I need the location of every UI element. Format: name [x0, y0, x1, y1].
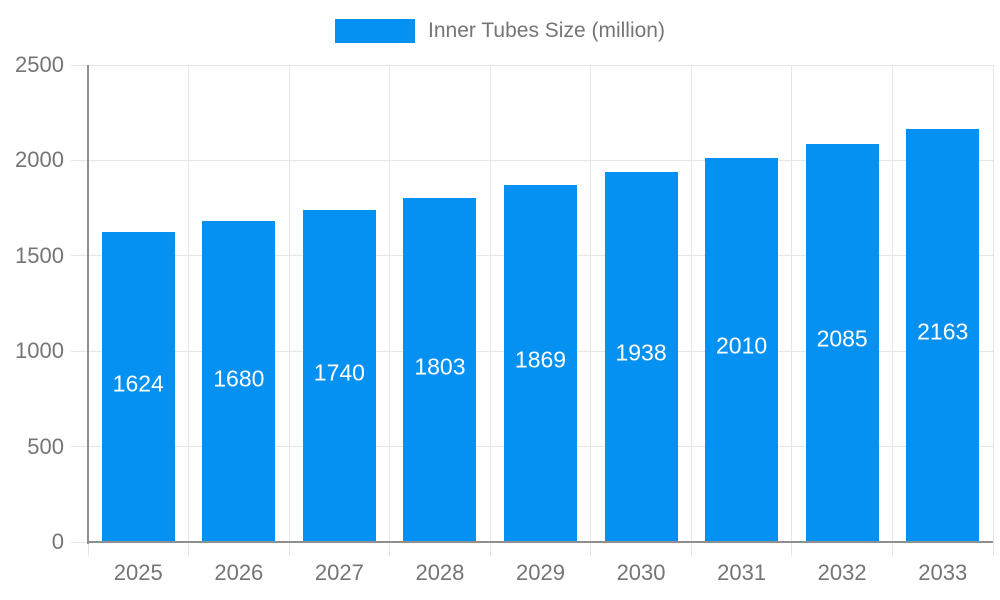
bar-value-label: 2163 [917, 318, 969, 344]
x-axis-tick [590, 542, 592, 556]
v-gridline [288, 65, 290, 542]
x-axis-tick [992, 542, 994, 556]
v-gridline [791, 65, 793, 542]
x-axis-tick [690, 542, 692, 556]
x-tick-label: 2033 [918, 560, 968, 585]
v-gridline [590, 65, 592, 542]
y-tick-label: 2000 [15, 147, 64, 173]
y-axis-tick [71, 446, 88, 448]
x-tick-label: 2031 [717, 560, 767, 585]
v-gridline [489, 65, 491, 542]
x-tick-label: 2030 [616, 560, 666, 585]
bar[interactable]: 2010 [705, 158, 779, 542]
bar[interactable]: 1869 [504, 185, 577, 542]
bar-value-label: 1624 [112, 370, 164, 397]
bar-value-label: 1740 [313, 359, 365, 386]
x-tick-label: 2027 [314, 560, 364, 585]
y-axis-tick [71, 541, 88, 543]
y-axis-line [87, 65, 89, 544]
x-tick-label: 2025 [113, 560, 163, 585]
bar-value-label: 1680 [213, 365, 265, 391]
bar-value-label: 2010 [716, 332, 768, 359]
v-gridline [891, 65, 893, 542]
h-gridline [88, 159, 993, 161]
h-gridline [88, 64, 993, 66]
v-gridline [188, 65, 190, 542]
bar-value-label: 1869 [514, 346, 567, 373]
x-axis-tick [288, 542, 290, 556]
bar[interactable]: 2163 [906, 129, 980, 542]
legend-swatch-icon [335, 19, 416, 43]
y-axis-tick [71, 159, 88, 161]
bar-value-label: 2085 [816, 325, 868, 352]
x-axis-tick [87, 542, 89, 556]
y-axis-tick [71, 350, 88, 352]
x-axis-tick [188, 542, 190, 556]
bar[interactable]: 1624 [101, 232, 175, 542]
x-tick-label: 2029 [516, 560, 565, 585]
v-gridline [690, 65, 692, 542]
bar[interactable]: 2085 [805, 144, 879, 542]
y-tick-label: 500 [27, 433, 64, 459]
y-tick-label: 1500 [15, 242, 64, 268]
legend[interactable]: Inner Tubes Size (million) [0, 16, 1000, 46]
bar[interactable]: 1740 [302, 210, 376, 542]
x-tick-label: 2032 [817, 560, 867, 585]
x-tick-label: 2028 [415, 560, 465, 585]
y-tick-label: 0 [51, 529, 64, 554]
bar-value-label: 1803 [414, 353, 466, 380]
x-axis-tick [389, 542, 391, 556]
y-axis-tick [71, 64, 88, 66]
x-axis-tick [489, 542, 491, 556]
bar[interactable]: 1938 [604, 172, 678, 542]
bar[interactable]: 1803 [403, 197, 477, 542]
bar-value-label: 1938 [615, 339, 667, 366]
x-tick-label: 2026 [214, 560, 264, 585]
y-tick-label: 1000 [15, 338, 64, 364]
x-axis-tick [891, 542, 893, 556]
bar[interactable]: 1680 [202, 221, 276, 542]
v-gridline [992, 65, 994, 542]
y-axis-tick [71, 255, 88, 257]
legend-series-label: Inner Tubes Size (million) [428, 19, 665, 42]
v-gridline [389, 65, 391, 542]
y-tick-label: 2500 [15, 52, 64, 77]
x-axis-line [88, 541, 993, 543]
x-axis-tick [791, 542, 793, 556]
